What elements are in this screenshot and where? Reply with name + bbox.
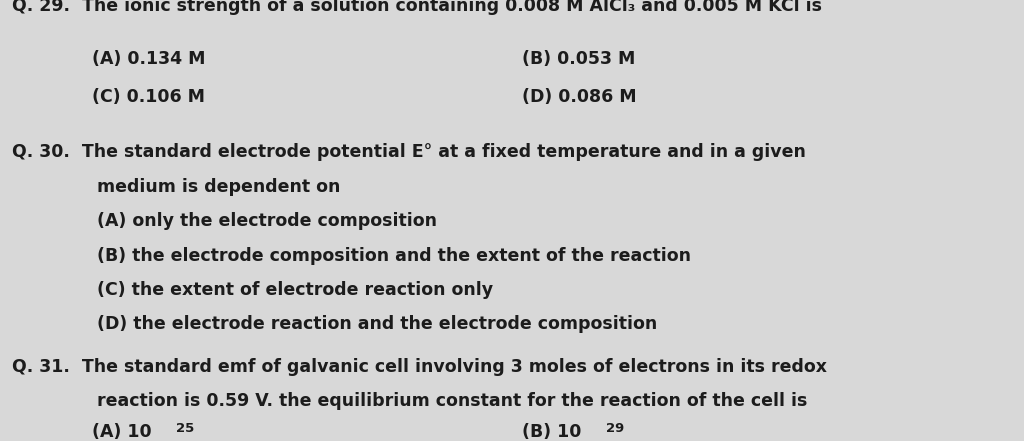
Text: Q. 31.  The standard emf of galvanic cell involving 3 moles of electrons in its : Q. 31. The standard emf of galvanic cell… — [12, 358, 827, 376]
Text: Q. 29.  The ionic strength of a solution containing 0.008 M AlCl₃ and 0.005 M KC: Q. 29. The ionic strength of a solution … — [12, 0, 822, 15]
Text: (B) 10: (B) 10 — [522, 423, 582, 441]
Text: (C) 0.106 M: (C) 0.106 M — [92, 88, 205, 106]
Text: (C) the extent of electrode reaction only: (C) the extent of electrode reaction onl… — [97, 281, 494, 299]
Text: (A) 0.134 M: (A) 0.134 M — [92, 50, 206, 68]
Text: medium is dependent on: medium is dependent on — [97, 178, 341, 196]
Text: 29: 29 — [606, 422, 625, 435]
Text: 25: 25 — [176, 422, 195, 435]
Text: (B) the electrode composition and the extent of the reaction: (B) the electrode composition and the ex… — [97, 247, 691, 265]
Text: Q. 30.  The standard electrode potential E° at a fixed temperature and in a give: Q. 30. The standard electrode potential … — [12, 143, 806, 161]
Text: (B) 0.053 M: (B) 0.053 M — [522, 50, 636, 68]
Text: (D) 0.086 M: (D) 0.086 M — [522, 88, 637, 106]
Text: (D) the electrode reaction and the electrode composition: (D) the electrode reaction and the elect… — [97, 315, 657, 333]
Text: (A) only the electrode composition: (A) only the electrode composition — [97, 212, 437, 230]
Text: (A) 10: (A) 10 — [92, 423, 152, 441]
Text: reaction is 0.59 V. the equilibrium constant for the reaction of the cell is: reaction is 0.59 V. the equilibrium cons… — [97, 392, 808, 410]
